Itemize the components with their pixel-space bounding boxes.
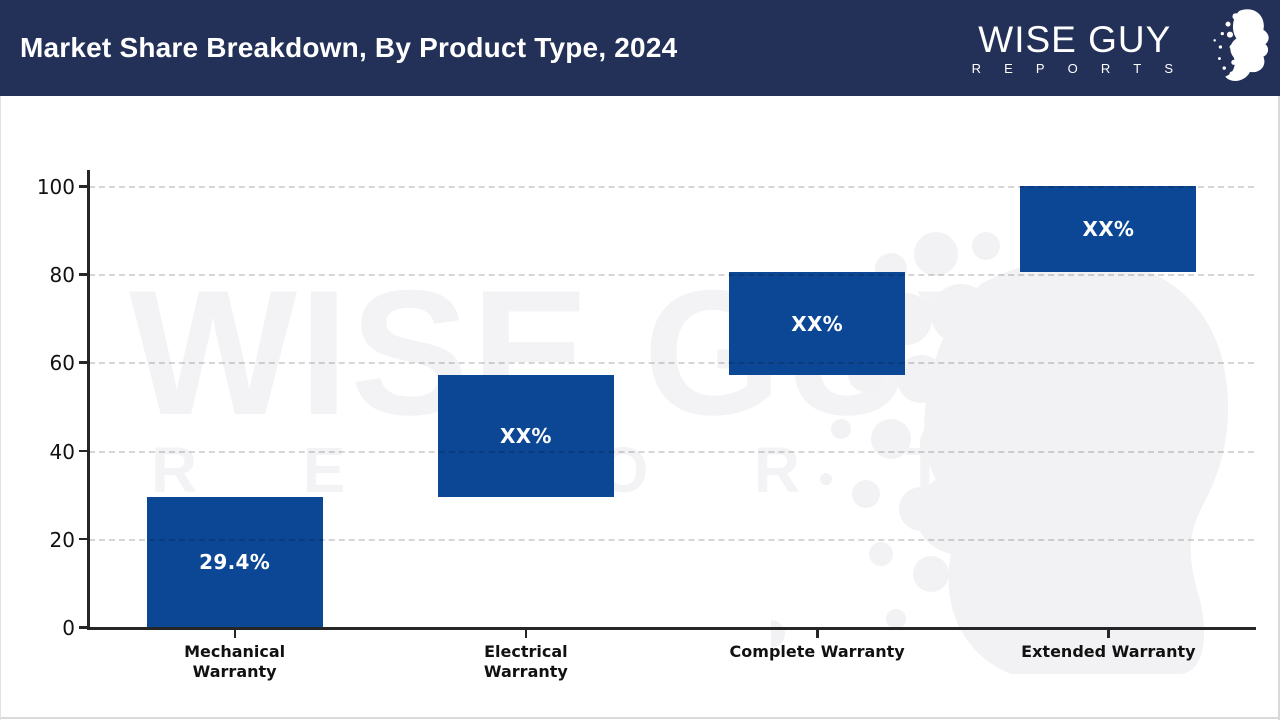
bar-extended-warranty: XX% bbox=[1020, 186, 1197, 272]
y-tick bbox=[79, 537, 88, 541]
y-tick-label: 80 bbox=[49, 263, 75, 288]
bar-value-label: XX% bbox=[791, 311, 844, 336]
x-tick-label-mechanical-warranty: Mechanical Warranty bbox=[105, 642, 365, 682]
x-tick bbox=[1107, 629, 1110, 638]
logo-subtext: R E P O R T S bbox=[971, 60, 1184, 76]
y-tick bbox=[79, 185, 88, 188]
bar-electrical-warranty: XX% bbox=[437, 375, 614, 498]
bar-value-label: XX% bbox=[499, 424, 552, 449]
y-tick bbox=[79, 449, 88, 453]
y-tick bbox=[79, 361, 88, 364]
x-tick-label-line: Extended Warranty bbox=[1021, 642, 1196, 661]
y-tick-label: 60 bbox=[49, 351, 75, 376]
x-tick-label-line: Complete Warranty bbox=[729, 642, 905, 661]
page-title: Market Share Breakdown, By Product Type,… bbox=[20, 32, 678, 63]
x-tick-label-line: Mechanical bbox=[184, 642, 286, 661]
plot-area: 29.4% XX% XX% XX% bbox=[89, 186, 1254, 627]
gridline-40 bbox=[89, 450, 1254, 453]
y-tick-label: 100 bbox=[36, 175, 75, 199]
y-tick bbox=[79, 273, 88, 276]
gridline-100 bbox=[89, 186, 1254, 188]
gridline-80 bbox=[89, 274, 1254, 277]
logo-wordmark: WISE GUY bbox=[978, 18, 1172, 60]
y-axis-line bbox=[87, 170, 90, 629]
x-tick bbox=[816, 629, 819, 638]
y-tick-label: 0 bbox=[62, 616, 75, 640]
frame-bottom-border bbox=[1, 717, 1280, 719]
bar-value-label: 29.4% bbox=[199, 550, 271, 575]
x-tick bbox=[524, 629, 528, 638]
x-tick-label-line: Electrical bbox=[484, 642, 568, 661]
x-tick-label-line: Warranty bbox=[192, 662, 277, 681]
x-tick-label-line: Warranty bbox=[483, 662, 568, 681]
x-tick-label-electrical-warranty: Electrical Warranty bbox=[396, 642, 656, 682]
x-tick-label-extended-warranty: Extended Warranty bbox=[978, 642, 1238, 662]
bar-value-label: XX% bbox=[1082, 216, 1135, 241]
header: Market Share Breakdown, By Product Type,… bbox=[0, 0, 1280, 96]
gridline-20 bbox=[89, 538, 1254, 541]
x-tick-label-complete-warranty: Complete Warranty bbox=[687, 642, 947, 662]
x-tick bbox=[233, 629, 237, 638]
x-axis-line bbox=[87, 627, 1256, 630]
y-tick-label: 40 bbox=[49, 439, 75, 464]
bar-complete-warranty: XX% bbox=[729, 271, 906, 376]
y-tick-label: 20 bbox=[49, 527, 75, 552]
y-tick bbox=[79, 626, 88, 629]
logo-text: WISE GUY R E P O R T S bbox=[966, 21, 1184, 76]
gridline-60 bbox=[89, 362, 1254, 365]
logo: WISE GUY R E P O R T S bbox=[966, 0, 1272, 96]
watermark-face-icon bbox=[771, 232, 1229, 674]
bar-mechanical-warranty: 29.4% bbox=[146, 497, 323, 627]
logo-face-icon bbox=[1213, 9, 1269, 82]
